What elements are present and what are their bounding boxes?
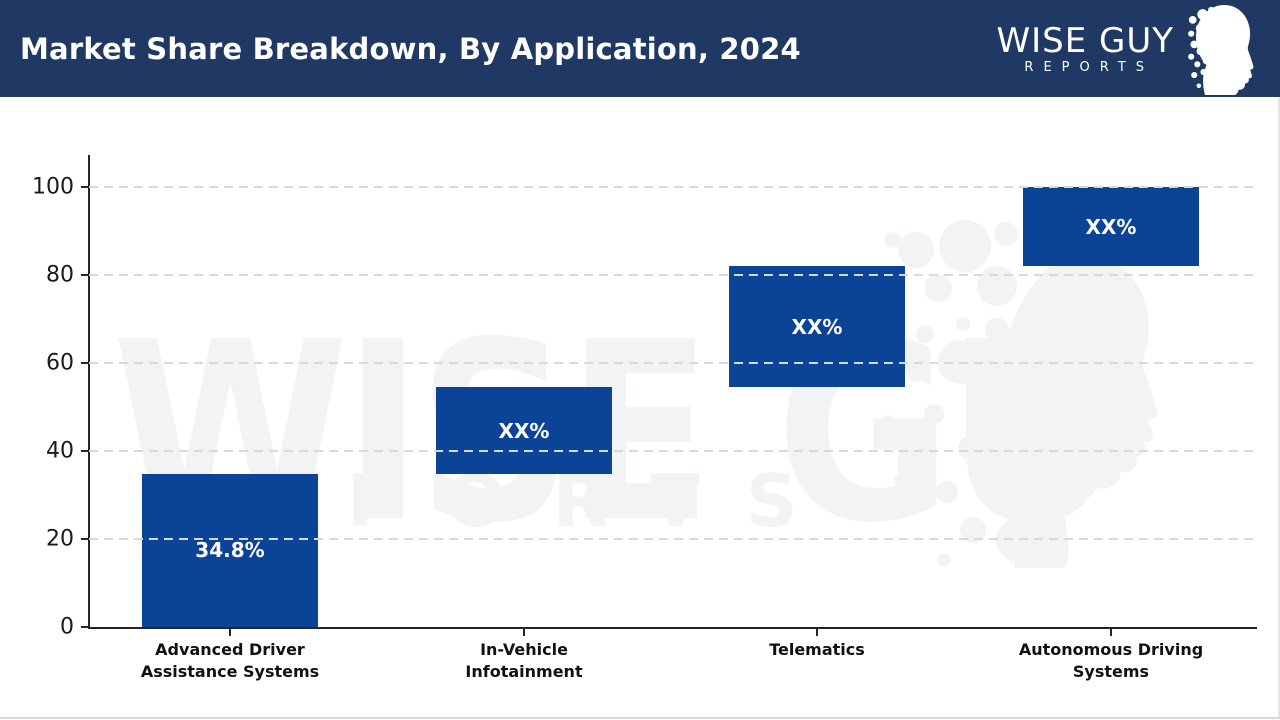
bottom-rule bbox=[0, 717, 1280, 719]
y-tick-label-60: 60 bbox=[46, 350, 74, 376]
x-tick-1 bbox=[229, 629, 231, 636]
bar-value-label-1: 34.8% bbox=[195, 538, 265, 563]
y-tick-label-0: 0 bbox=[60, 614, 74, 640]
x-category-label-3: Telematics bbox=[769, 640, 865, 659]
y-tick-80 bbox=[81, 274, 88, 276]
y-axis-spine bbox=[88, 155, 90, 629]
y-tick-60 bbox=[81, 362, 88, 364]
bar-value-label-3: XX% bbox=[791, 314, 843, 339]
gridline-y40 bbox=[89, 450, 1254, 452]
bar-2: XX% bbox=[436, 387, 612, 474]
wise-guy-logo: WISE GUY REPORTS bbox=[996, 3, 1266, 95]
y-tick-label-40: 40 bbox=[46, 438, 74, 464]
y-tick-label-100: 100 bbox=[32, 174, 74, 200]
x-category-label-1: Advanced Driver Assistance Systems bbox=[140, 640, 320, 681]
gridline-y100 bbox=[89, 186, 1254, 188]
logo-wordmark: WISE GUY REPORTS bbox=[996, 24, 1174, 74]
logo-text-wiseguy: WISE GUY bbox=[996, 20, 1174, 61]
y-tick-label-80: 80 bbox=[46, 262, 74, 288]
bar-value-label-4: XX% bbox=[1085, 214, 1137, 239]
y-tick-100 bbox=[81, 186, 88, 188]
right-rule bbox=[1278, 97, 1280, 717]
watermark-face-dots bbox=[883, 220, 1158, 569]
x-category-label-2: In-Vehicle Infotainment bbox=[465, 640, 583, 681]
y-tick-40 bbox=[81, 450, 88, 452]
x-category-label-4: Autonomous Driving Systems bbox=[1018, 640, 1204, 681]
y-tick-20 bbox=[81, 538, 88, 540]
bar-value-label-2: XX% bbox=[498, 418, 550, 443]
y-tick-label-20: 20 bbox=[46, 526, 74, 552]
chart-title: Market Share Breakdown, By Application, … bbox=[20, 31, 801, 66]
gridline-y20 bbox=[89, 538, 1254, 540]
x-tick-2 bbox=[523, 629, 525, 636]
logo-text-reports: REPORTS bbox=[1024, 59, 1155, 75]
x-tick-3 bbox=[816, 629, 818, 636]
gridline-y80 bbox=[89, 274, 1254, 276]
header-banner: Market Share Breakdown, By Application, … bbox=[0, 0, 1280, 97]
bar-1: 34.8% bbox=[142, 473, 318, 627]
bar-3: XX% bbox=[729, 266, 905, 388]
x-tick-4 bbox=[1110, 629, 1112, 636]
x-axis-spine bbox=[88, 627, 1257, 629]
bar-4: XX% bbox=[1023, 187, 1199, 267]
chart-area: WISE GU REPORTS 0 20 40 60 80 100 34.8% XX% XX% X… bbox=[0, 97, 1280, 720]
y-tick-0 bbox=[81, 626, 88, 628]
gridline-y60 bbox=[89, 362, 1254, 364]
logo-face-icon bbox=[1188, 4, 1254, 95]
